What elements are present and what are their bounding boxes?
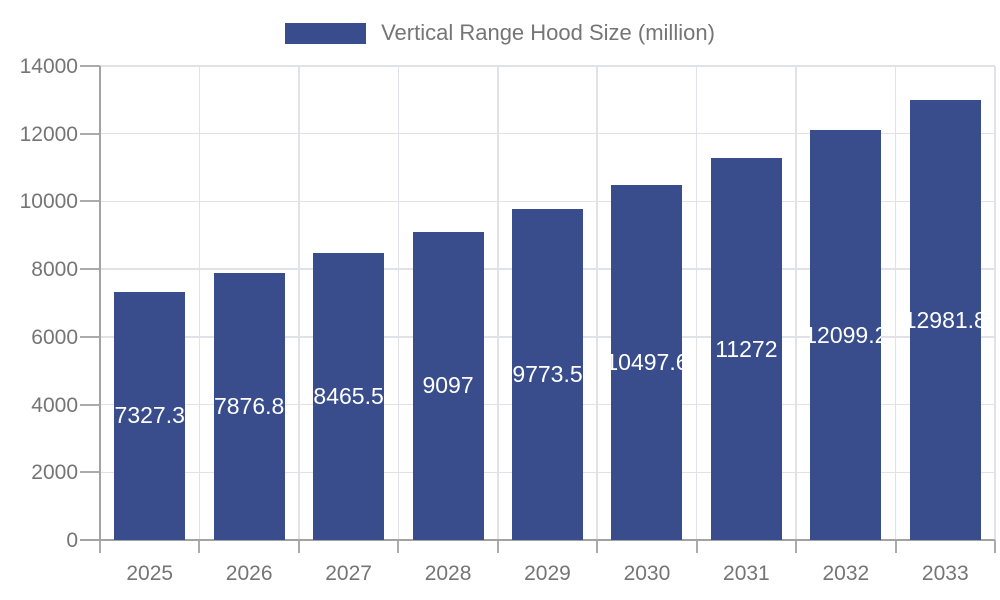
- y-axis-label: 8000: [31, 258, 78, 282]
- x-axis-tick: [795, 540, 798, 553]
- gridline-v: [198, 66, 201, 540]
- bar-value-label: 10497.6: [611, 348, 683, 375]
- x-axis-label: 2033: [921, 562, 969, 585]
- y-axis-label: 4000: [31, 393, 78, 417]
- bar-value-label: 9773.5: [512, 361, 583, 388]
- bar-value-label: 9097: [422, 372, 474, 399]
- bar: 9097: [412, 232, 484, 540]
- x-axis-label: 2031: [723, 562, 770, 585]
- bar: 12099.2: [810, 130, 882, 540]
- y-axis-label: 2000: [31, 461, 78, 485]
- y-axis-tick: [80, 471, 100, 474]
- x-axis-tick: [994, 540, 996, 553]
- y-axis-label: 12000: [19, 122, 78, 146]
- gridline-v: [397, 66, 400, 540]
- legend: Vertical Range Hood Size (million): [0, 20, 1000, 46]
- gridline-h: [100, 65, 995, 67]
- bar-value-label: 7327.3: [114, 402, 185, 429]
- x-axis-tick: [397, 540, 400, 553]
- x-axis-label: 2027: [325, 562, 372, 585]
- x-axis-line: [80, 539, 995, 541]
- bar-value-label: 12099.2: [810, 321, 882, 348]
- x-axis-label: 2028: [424, 562, 472, 585]
- x-axis-tick: [496, 540, 499, 553]
- y-axis-tick: [80, 403, 100, 406]
- bar: 8465.5: [313, 253, 385, 540]
- y-axis-label: 6000: [31, 325, 78, 349]
- bar-value-label: 11272: [715, 335, 778, 362]
- y-axis-label: 14000: [19, 55, 78, 78]
- gridline-h: [100, 132, 995, 135]
- gridline-v: [298, 66, 300, 540]
- x-axis-tick: [297, 540, 300, 553]
- bar: 7876.8: [213, 273, 285, 540]
- y-axis-line: [99, 66, 101, 540]
- bar: 7327.3: [114, 291, 186, 540]
- bar: 9773.5: [512, 209, 583, 540]
- x-axis-label: 2029: [524, 562, 571, 585]
- y-axis-label: 10000: [19, 190, 78, 214]
- y-axis-tick: [80, 132, 100, 135]
- bar-value-label: 12981.8: [909, 306, 981, 333]
- x-axis-tick: [596, 540, 599, 553]
- x-axis-label: 2030: [623, 562, 671, 585]
- bar-value-label: 7876.8: [213, 393, 285, 420]
- x-axis-label: 2025: [126, 562, 174, 585]
- y-axis-tick: [80, 65, 100, 67]
- gridline-v: [894, 66, 897, 540]
- gridline-v: [795, 66, 797, 540]
- x-axis-tick: [99, 540, 101, 553]
- legend-label: Vertical Range Hood Size (million): [381, 20, 715, 45]
- y-axis-label: 0: [66, 529, 78, 552]
- x-axis-tick: [894, 540, 897, 553]
- legend-swatch-icon: [285, 22, 367, 44]
- x-axis-label: 2032: [822, 562, 870, 585]
- y-axis-tick: [80, 200, 100, 203]
- bar: 11272: [710, 158, 782, 540]
- bar-value-label: 8465.5: [313, 383, 384, 410]
- bar: 10497.6: [611, 184, 683, 540]
- gridline-v: [497, 66, 499, 540]
- y-axis-tick: [80, 268, 100, 271]
- gridline-v: [994, 66, 996, 540]
- gridline-v: [695, 66, 698, 540]
- bar: 12981.8: [909, 100, 981, 540]
- x-axis-label: 2026: [225, 562, 273, 585]
- x-axis-tick: [695, 540, 698, 553]
- gridline-v: [596, 66, 598, 540]
- legend-item[interactable]: Vertical Range Hood Size (million): [285, 20, 715, 46]
- y-axis-tick: [80, 335, 100, 338]
- gridline-h: [100, 200, 995, 203]
- x-axis-tick: [198, 540, 201, 553]
